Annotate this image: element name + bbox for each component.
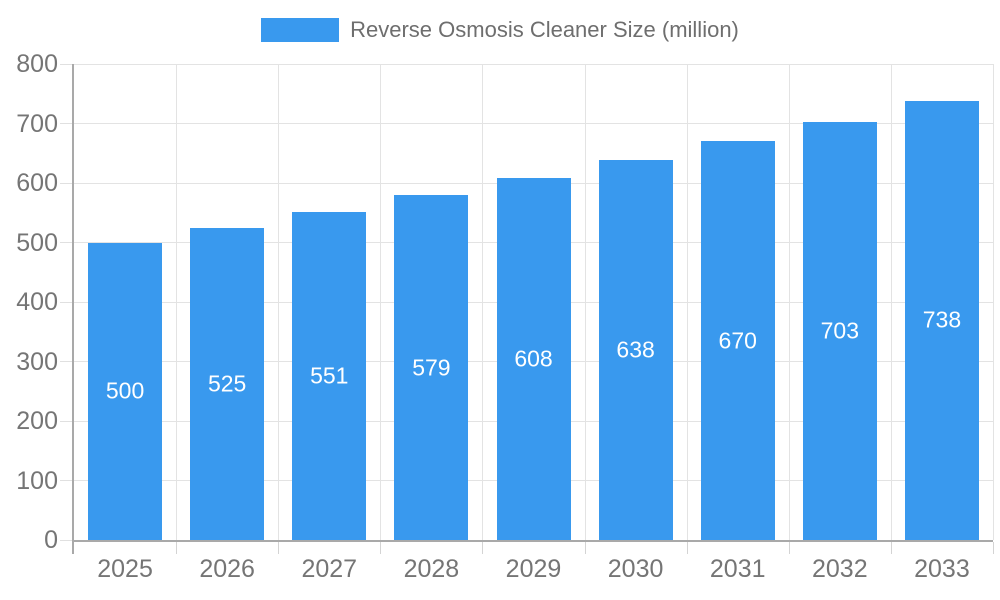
x-axis-line	[72, 540, 993, 542]
x-tick-mark	[993, 542, 994, 554]
x-tick-mark	[788, 542, 790, 554]
x-tick-mark	[584, 542, 586, 554]
y-tick-mark	[60, 539, 74, 541]
y-tick-mark	[60, 301, 74, 303]
bar-value-label: 638	[616, 336, 655, 363]
y-tick-mark	[60, 182, 74, 184]
x-tick-mark	[380, 542, 382, 554]
x-tick-mark	[278, 542, 280, 554]
v-gridline	[686, 64, 688, 540]
bar-value-label: 551	[310, 362, 349, 389]
y-axis-tick-label: 800	[16, 50, 58, 78]
y-tick-mark	[60, 361, 74, 362]
bar-value-label: 579	[412, 354, 451, 381]
bar[interactable]: 638	[598, 160, 673, 540]
bar-value-label: 703	[820, 317, 860, 344]
y-tick-mark	[60, 123, 74, 124]
y-axis-tick-label: 100	[16, 466, 58, 495]
bar[interactable]: 525	[190, 227, 265, 540]
bar[interactable]: 551	[292, 212, 367, 540]
legend-label: Reverse Osmosis Cleaner Size (million)	[350, 17, 739, 42]
y-axis-tick-label: 300	[16, 347, 58, 376]
bar[interactable]: 608	[496, 178, 571, 540]
bar[interactable]: 670	[700, 141, 775, 540]
x-axis-tick-label: 2027	[301, 555, 358, 583]
v-gridline	[176, 64, 178, 540]
x-axis-tick-label: 2030	[607, 555, 664, 583]
v-gridline	[788, 64, 790, 540]
y-axis-tick-label: 700	[16, 109, 58, 138]
bar[interactable]: 738	[904, 100, 979, 540]
y-axis-tick-label: 400	[16, 288, 58, 316]
y-tick-mark	[60, 63, 74, 65]
y-tick-mark	[60, 242, 74, 243]
y-axis-line	[72, 64, 74, 554]
h-gridline	[74, 123, 993, 124]
bar[interactable]: 500	[88, 242, 163, 540]
v-gridline	[482, 64, 484, 540]
y-tick-mark	[60, 420, 74, 422]
v-gridline	[993, 64, 994, 540]
legend-swatch	[261, 18, 340, 42]
x-tick-mark	[890, 542, 892, 554]
x-axis-tick-label: 2032	[812, 555, 868, 583]
y-axis-tick-label: 0	[44, 526, 58, 554]
x-axis-tick-label: 2026	[199, 555, 255, 583]
bar-value-label: 670	[718, 327, 757, 354]
h-gridline	[74, 63, 993, 65]
bar[interactable]: 703	[802, 121, 877, 540]
x-tick-mark	[176, 542, 178, 554]
y-axis-tick-label: 200	[16, 407, 58, 435]
bar-value-label: 738	[922, 306, 962, 333]
bar[interactable]: 579	[394, 195, 469, 540]
y-axis-tick-label: 500	[16, 228, 58, 257]
v-gridline	[278, 64, 280, 540]
x-axis-tick-label: 2033	[914, 555, 970, 583]
legend[interactable]: Reverse Osmosis Cleaner Size (million)	[0, 18, 1000, 42]
bar-value-label: 500	[105, 377, 145, 404]
y-tick-mark	[60, 480, 74, 481]
x-tick-mark	[482, 542, 484, 554]
x-axis-tick-label: 2028	[403, 555, 460, 583]
x-tick-mark	[686, 542, 688, 554]
bar-value-label: 608	[514, 345, 553, 372]
y-axis-tick-label: 600	[16, 169, 58, 197]
x-axis-tick-label: 2029	[505, 555, 562, 583]
v-gridline	[890, 64, 892, 540]
x-axis-tick-label: 2031	[709, 555, 766, 583]
v-gridline	[584, 64, 586, 540]
bar-value-label: 525	[207, 370, 247, 397]
x-axis-tick-label: 2025	[97, 555, 153, 583]
v-gridline	[380, 64, 382, 540]
